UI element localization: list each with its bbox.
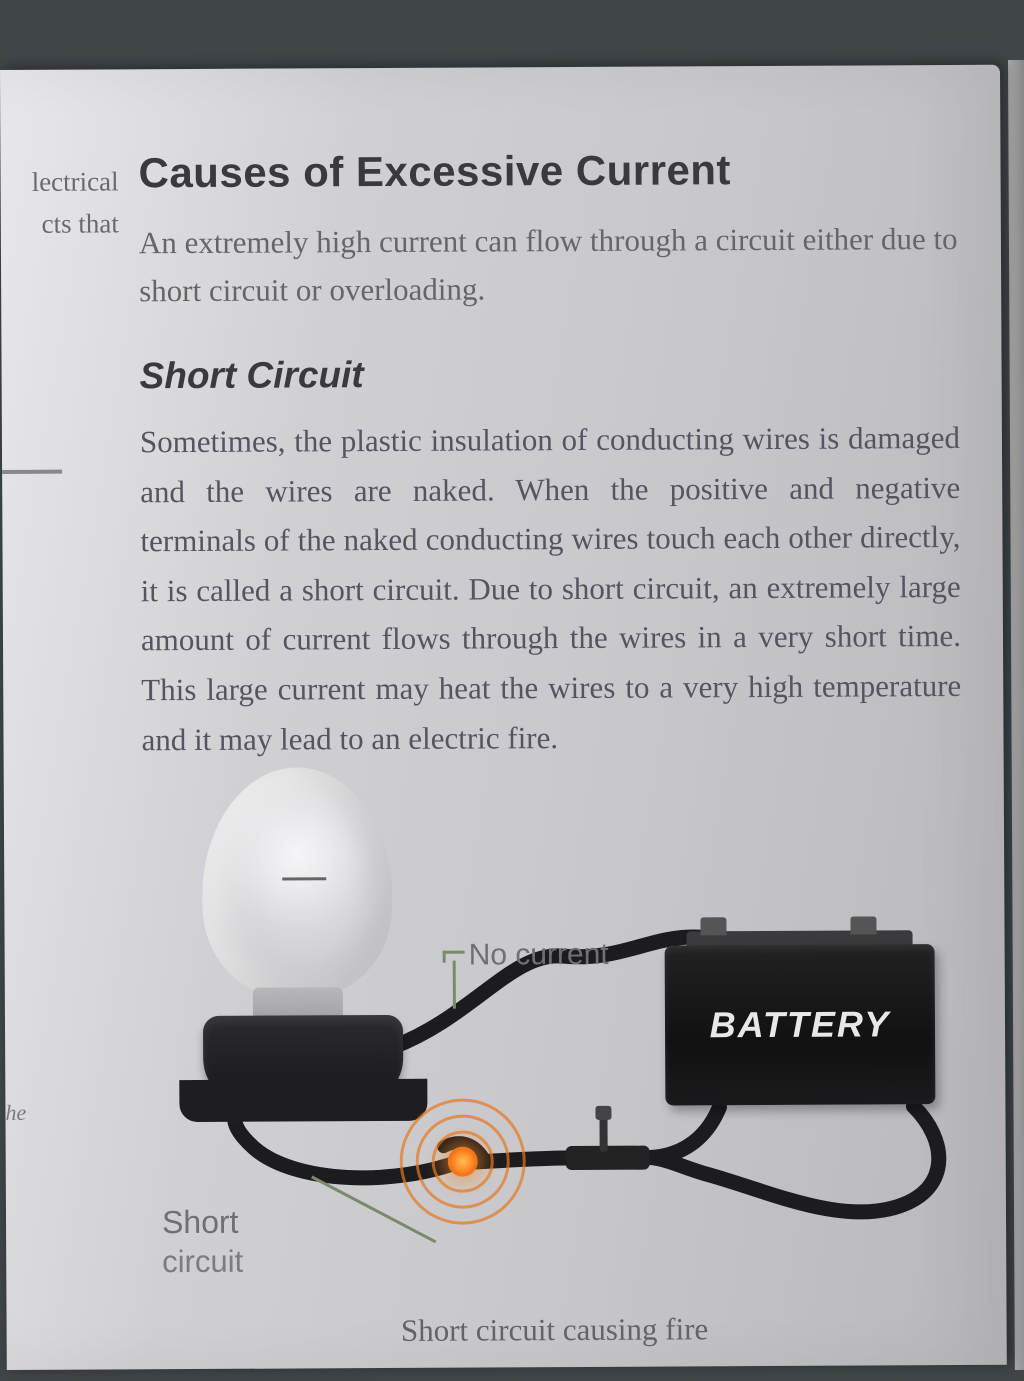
short-circuit-label-line2: circuit (162, 1244, 243, 1280)
bulb-filament (282, 878, 326, 881)
intro-paragraph: An extremely high current can flow throu… (139, 215, 959, 315)
no-current-label: No current (469, 938, 609, 973)
subsection-title: Short Circuit (139, 351, 959, 397)
body-paragraph: Sometimes, the plastic insulation of con… (140, 413, 962, 764)
section-title: Causes of Excessive Current (138, 145, 958, 197)
battery-terminal-right (850, 917, 876, 935)
textbook-page: lectrical cts that he Causes of Excessiv… (0, 65, 1007, 1370)
left-margin-cut-text: lectrical cts that (0, 161, 118, 245)
margin-small-word: he (5, 1100, 26, 1126)
main-content: Causes of Excessive Current An extremely… (138, 145, 964, 1351)
battery-icon: BATTERY (665, 944, 936, 1105)
battery-terminal-left (700, 917, 726, 935)
page-edge-shadow (1008, 60, 1024, 1370)
short-circuit-label-line1: Short (162, 1204, 239, 1241)
switch-knob (595, 1106, 611, 1120)
margin-word-1: lectrical (0, 161, 118, 203)
margin-dash (2, 470, 62, 474)
bulb-socket-base (179, 1079, 427, 1122)
switch-base (566, 1146, 650, 1170)
figure-caption: Short circuit causing fire (145, 1310, 965, 1350)
battery-label: BATTERY (710, 1004, 891, 1047)
short-circuit-diagram: BATTERY No current Short circuit (142, 784, 965, 1308)
no-current-leader (453, 961, 456, 1009)
margin-word-2: cts that (1, 203, 119, 245)
